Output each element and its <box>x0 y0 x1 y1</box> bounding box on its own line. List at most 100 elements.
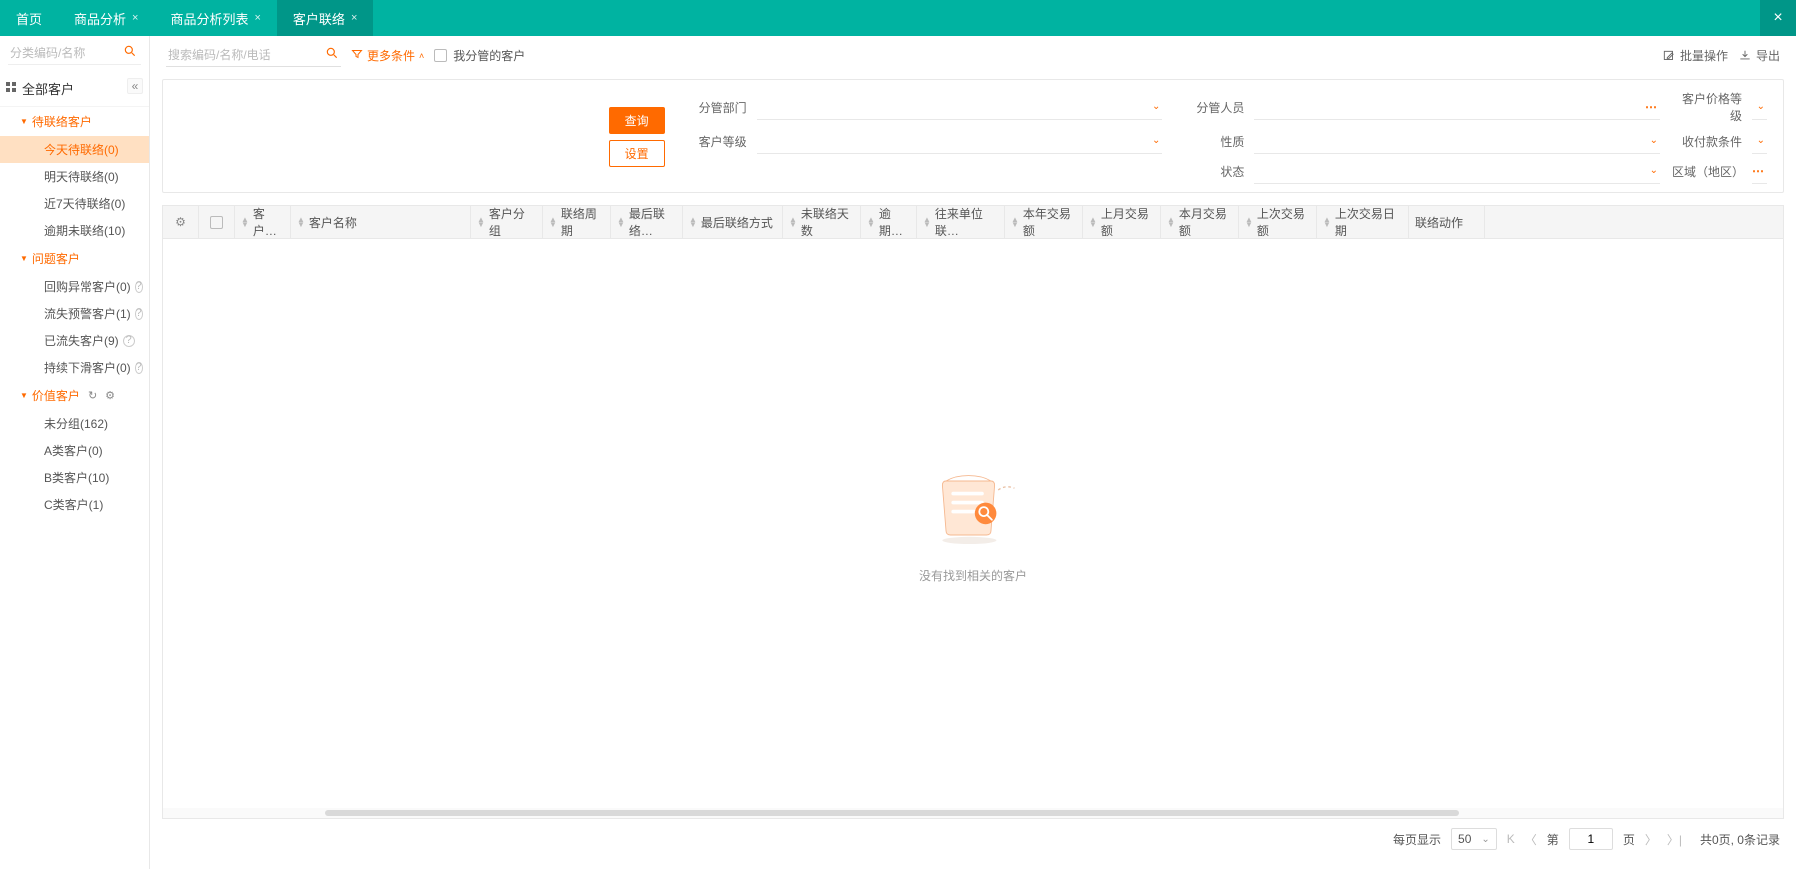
pager-last-button[interactable]: 〉| <box>1667 831 1682 848</box>
column-header[interactable]: ▲▼本年交易额 <box>1005 206 1083 238</box>
sidebar-root[interactable]: 全部客户 « <box>0 71 149 107</box>
filter-label: 性质 <box>1174 133 1254 150</box>
column-label: 本月交易额 <box>1179 205 1232 239</box>
filter-状态[interactable]: 状态⌄ <box>1174 158 1660 184</box>
sidebar-item[interactable]: 今天待联络(0) <box>0 136 149 163</box>
column-header[interactable]: ▲▼上月交易额 <box>1083 206 1161 238</box>
grid-icon <box>6 82 16 92</box>
filter-input[interactable]: ⋯ <box>1254 94 1660 120</box>
sidebar-group-问题客户[interactable]: ▼问题客户 <box>0 244 149 273</box>
batch-action-button[interactable]: 批量操作 <box>1662 47 1728 64</box>
caret-down-icon: ▼ <box>20 118 28 126</box>
column-label: 联络动作 <box>1415 214 1463 231</box>
export-button[interactable]: 导出 <box>1738 47 1780 64</box>
help-icon[interactable]: ? <box>135 362 143 374</box>
filter-客户等级[interactable]: 客户等级⌄ <box>677 128 1163 154</box>
tab-商品分析[interactable]: 商品分析× <box>58 0 154 36</box>
horizontal-scrollbar[interactable] <box>163 808 1783 818</box>
refresh-icon[interactable]: ↻ <box>88 389 97 402</box>
chevron-down-icon: ⌄ <box>1152 101 1160 112</box>
filter-label: 客户等级 <box>677 133 757 150</box>
filter-分管部门[interactable]: 分管部门⌄ <box>677 94 1163 120</box>
help-icon[interactable]: ? <box>123 335 135 347</box>
filter-区域（地区）[interactable]: 区域（地区）⋯ <box>1672 158 1767 184</box>
column-header[interactable]: ▲▼联络周期 <box>543 206 611 238</box>
sidebar-item[interactable]: 明天待联络(0) <box>0 163 149 190</box>
gear-icon[interactable]: ⚙ <box>105 389 115 402</box>
more-filters-label: 更多条件 <box>367 47 415 64</box>
config-button[interactable]: 设置 <box>609 140 665 167</box>
sidebar-item[interactable]: 流失预警客户(1)? <box>0 300 149 327</box>
sidebar-item[interactable]: 已流失客户(9)? <box>0 327 149 354</box>
filter-分管人员[interactable]: 分管人员⋯ <box>1174 94 1660 120</box>
column-header[interactable]: ▲▼往来单位联… <box>917 206 1005 238</box>
filter-input[interactable]: ⌄ <box>1254 128 1660 154</box>
filter-收付款条件[interactable]: 收付款条件⌄ <box>1672 128 1767 154</box>
table-settings-button[interactable]: ⚙ <box>163 206 199 238</box>
filter-actions: 查询设置 <box>179 107 665 167</box>
close-icon[interactable]: × <box>254 12 260 24</box>
filter-input[interactable]: ⌄ <box>1752 128 1767 154</box>
column-header[interactable]: 联络动作 <box>1409 206 1485 238</box>
sidebar-item-label: 未分组(162) <box>44 415 108 432</box>
column-label: 最后联络… <box>629 205 676 239</box>
search-icon[interactable] <box>123 44 137 61</box>
tab-客户联络[interactable]: 客户联络× <box>277 0 373 36</box>
help-icon[interactable]: ? <box>135 308 143 320</box>
sidebar-search-input[interactable] <box>8 42 141 65</box>
column-header[interactable]: ▲▼最后联络… <box>611 206 683 238</box>
sidebar-item-label: 明天待联络(0) <box>44 168 119 185</box>
column-header[interactable]: ▲▼未联络天数 <box>783 206 861 238</box>
pager-next-button[interactable]: 〉 <box>1645 831 1657 848</box>
sidebar-item[interactable]: 逾期未联络(10) <box>0 217 149 244</box>
more-filters-toggle[interactable]: 更多条件 ˄ <box>351 47 424 64</box>
caret-down-icon: ▼ <box>20 392 28 400</box>
help-icon[interactable]: ? <box>135 281 143 293</box>
filter-性质[interactable]: 性质⌄ <box>1174 128 1660 154</box>
sidebar-item[interactable]: C类客户(1) <box>0 491 149 518</box>
pager-prev-button[interactable]: 〈 <box>1525 831 1537 848</box>
sidebar-group-待联络客户[interactable]: ▼待联络客户 <box>0 107 149 136</box>
pager-page-input[interactable] <box>1569 828 1613 850</box>
query-button[interactable]: 查询 <box>609 107 665 134</box>
pager-summary: 共0页, 0条记录 <box>1700 831 1780 848</box>
my-customers-checkbox[interactable]: 我分管的客户 <box>434 47 525 64</box>
scrollbar-thumb[interactable] <box>325 810 1459 816</box>
filter-客户价格等级[interactable]: 客户价格等级⌄ <box>1672 90 1767 124</box>
sidebar-item[interactable]: 未分组(162) <box>0 410 149 437</box>
app-close-button[interactable]: × <box>1760 0 1796 36</box>
sort-icon: ▲▼ <box>1323 217 1331 227</box>
table-header: ⚙▲▼客户…▲▼客户名称▲▼客户分组▲▼联络周期▲▼最后联络…▲▼最后联络方式▲… <box>163 205 1783 239</box>
main-search-input[interactable] <box>166 44 341 67</box>
column-label: 最后联络方式 <box>701 214 773 231</box>
column-header[interactable]: ▲▼本月交易额 <box>1161 206 1239 238</box>
sidebar-collapse-button[interactable]: « <box>127 78 143 94</box>
column-header[interactable]: ▲▼上次交易额 <box>1239 206 1317 238</box>
tab-商品分析列表[interactable]: 商品分析列表× <box>154 0 276 36</box>
column-header[interactable]: ▲▼客户名称 <box>291 206 471 238</box>
close-icon[interactable]: × <box>351 12 357 24</box>
sidebar-item[interactable]: 回购异常客户(0)? <box>0 273 149 300</box>
sidebar-item[interactable]: A类客户(0) <box>0 437 149 464</box>
filter-input[interactable]: ⌄ <box>1752 94 1767 120</box>
column-header[interactable]: ▲▼最后联络方式 <box>683 206 783 238</box>
top-tab-bar: 首页商品分析×商品分析列表×客户联络× × <box>0 0 1796 36</box>
sidebar-group-价值客户[interactable]: ▼价值客户↻⚙ <box>0 381 149 410</box>
pager-first-button[interactable]: K <box>1507 832 1515 846</box>
select-all-checkbox[interactable] <box>199 206 235 238</box>
filter-input[interactable]: ⋯ <box>1752 158 1767 184</box>
column-header[interactable]: ▲▼上次交易日期 <box>1317 206 1409 238</box>
tab-首页[interactable]: 首页 <box>0 0 58 36</box>
filter-input[interactable]: ⌄ <box>757 94 1163 120</box>
per-page-select[interactable]: 50 ⌄ <box>1451 828 1497 850</box>
sidebar-item[interactable]: 近7天待联络(0) <box>0 190 149 217</box>
close-icon[interactable]: × <box>132 12 138 24</box>
sidebar-item[interactable]: 持续下滑客户(0)? <box>0 354 149 381</box>
column-header[interactable]: ▲▼逾期… <box>861 206 917 238</box>
filter-input[interactable]: ⌄ <box>1254 158 1660 184</box>
column-header[interactable]: ▲▼客户分组 <box>471 206 543 238</box>
column-header[interactable]: ▲▼客户… <box>235 206 291 238</box>
sidebar-item[interactable]: B类客户(10) <box>0 464 149 491</box>
search-icon[interactable] <box>325 46 339 63</box>
filter-input[interactable]: ⌄ <box>757 128 1163 154</box>
